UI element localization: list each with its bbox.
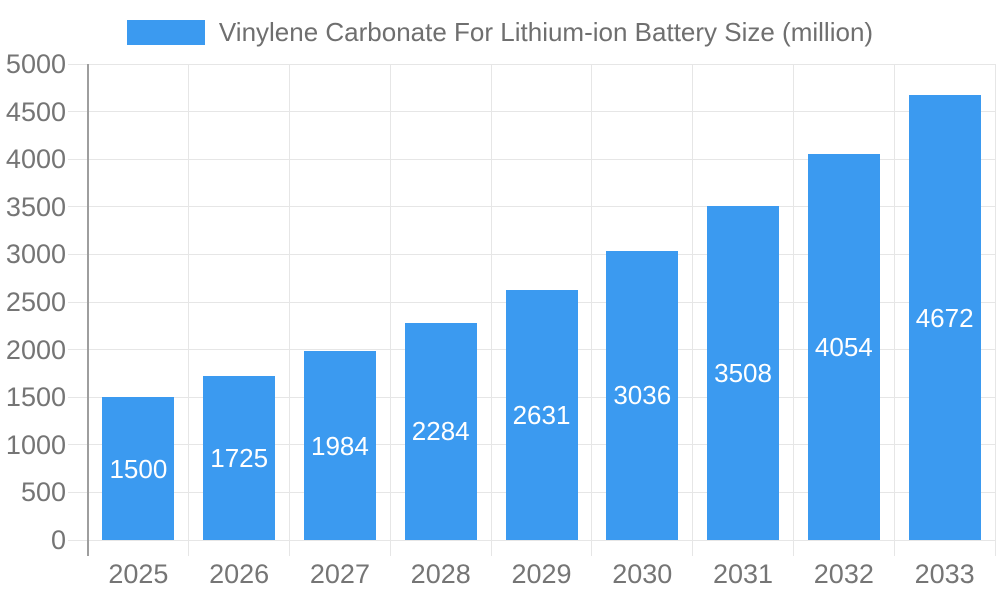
bar: 1725 <box>203 375 276 540</box>
v-gridline <box>188 64 190 556</box>
y-tick-label: 2000 <box>5 334 66 365</box>
bar: 2284 <box>404 322 477 540</box>
h-gridline <box>68 253 995 255</box>
v-gridline <box>289 64 291 556</box>
bar-value-label: 4672 <box>915 302 974 333</box>
bar: 3508 <box>707 206 780 540</box>
legend: Vinylene Carbonate For Lithium-ion Batte… <box>0 19 1000 45</box>
bar: 4054 <box>807 154 880 540</box>
h-gridline <box>68 158 995 160</box>
bar: 1984 <box>303 351 376 540</box>
bar-value-label: 3508 <box>714 358 772 388</box>
x-tick-label: 2032 <box>813 559 874 589</box>
y-axis-line <box>87 64 89 556</box>
x-tick-label: 2031 <box>713 559 774 589</box>
chart-title: Vinylene Carbonate For Lithium-ion Batte… <box>218 17 874 47</box>
h-gridline <box>68 206 995 208</box>
y-tick-label: 5000 <box>5 49 66 79</box>
y-tick-label: 500 <box>20 477 66 508</box>
x-tick-label: 2025 <box>108 559 169 589</box>
legend-swatch <box>126 19 205 45</box>
v-gridline <box>591 64 593 556</box>
v-gridline <box>389 64 391 556</box>
v-gridline <box>994 64 996 556</box>
y-tick-label: 4500 <box>5 96 66 127</box>
v-gridline <box>893 64 895 556</box>
bar-value-label: 2631 <box>512 399 571 430</box>
bar-value-label: 1984 <box>311 430 369 461</box>
y-tick-label: 0 <box>50 525 66 555</box>
v-gridline <box>490 64 492 556</box>
x-tick-label: 2027 <box>309 559 370 589</box>
bar-value-label: 2284 <box>411 416 470 447</box>
bar-value-label: 4054 <box>814 332 873 363</box>
bar: 1500 <box>102 397 175 540</box>
v-gridline <box>692 64 694 556</box>
y-tick-label: 3500 <box>5 191 66 222</box>
bar-value-label: 3036 <box>613 380 672 411</box>
y-tick-label: 3000 <box>5 239 66 270</box>
y-tick-label: 1000 <box>5 429 66 460</box>
y-tick-label: 4000 <box>5 144 66 175</box>
bar: 3036 <box>606 250 679 540</box>
bar: 2631 <box>505 289 578 540</box>
x-tick-label: 2029 <box>511 559 572 589</box>
bar: 4672 <box>908 95 981 540</box>
x-tick-label: 2028 <box>410 559 471 589</box>
bar-value-label: 1725 <box>210 442 269 473</box>
x-tick-label: 2033 <box>914 559 975 589</box>
h-gridline <box>68 539 995 541</box>
y-tick-label: 1500 <box>5 382 66 413</box>
bar-value-label: 1500 <box>109 453 168 484</box>
x-tick-label: 2030 <box>612 559 673 589</box>
h-gridline <box>68 63 995 65</box>
v-gridline <box>792 64 794 556</box>
y-tick-label: 2500 <box>5 287 66 317</box>
h-gridline <box>68 111 995 113</box>
x-tick-label: 2026 <box>209 559 270 589</box>
